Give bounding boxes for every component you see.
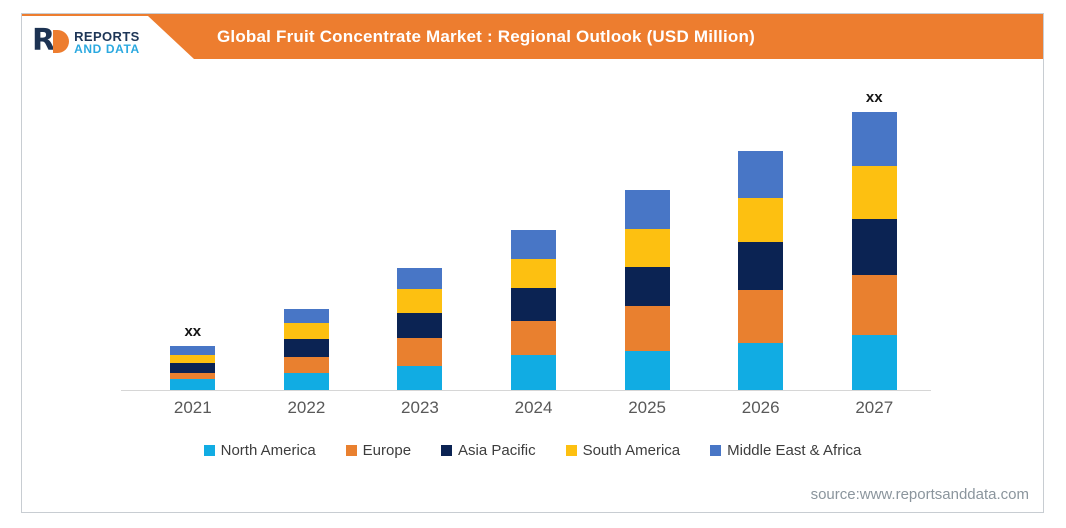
stacked-bar-2025 (624, 190, 670, 390)
x-axis-line (121, 390, 931, 391)
logo-wordmark-line1: REPORTS (74, 29, 140, 44)
segment-asia-pacific-2022 (283, 339, 329, 357)
x-axis-label-2026: 2026 (741, 398, 780, 417)
bar-slot-2026 (704, 90, 818, 390)
segment-south-america-2026 (738, 198, 784, 242)
segment-asia-pacific-2027 (851, 219, 897, 275)
title-banner: Global Fruit Concentrate Market : Region… (22, 14, 1043, 59)
segment-europe-2026 (738, 290, 784, 343)
legend-label-south-america: South America (582, 442, 681, 459)
segment-south-america-2021 (170, 355, 216, 363)
banner-background (22, 14, 1043, 59)
legend-item-middle-east-africa: Middle East & Africa (710, 442, 861, 459)
stacked-bar-2027 (851, 112, 897, 390)
x-axis-label-2022: 2022 (287, 398, 326, 417)
legend-swatch-asia-pacific (441, 445, 453, 456)
segment-europe-2022 (283, 357, 329, 373)
segment-south-america-2027 (851, 166, 897, 219)
x-axis-label-2025: 2025 (628, 398, 667, 417)
legend-label-middle-east-africa: Middle East & Africa (727, 442, 862, 459)
segment-south-america-2022 (283, 323, 329, 339)
segment-europe-2027 (851, 275, 897, 335)
segment-europe-2021 (170, 373, 216, 379)
segment-asia-pacific-2025 (624, 267, 670, 306)
legend-item-europe: Europe (345, 442, 412, 459)
segment-south-america-2025 (624, 229, 670, 267)
segment-south-america-2023 (397, 289, 443, 313)
segment-south-america-2024 (511, 259, 557, 288)
segment-north-america-2023 (397, 366, 443, 390)
segment-north-america-2026 (738, 343, 784, 390)
segment-middle-east-africa-2026 (738, 151, 784, 198)
stacked-bar-2023 (397, 268, 443, 390)
x-axis-label-2021: 2021 (173, 398, 212, 417)
segment-middle-east-africa-2021 (170, 346, 216, 355)
stacked-bar-2026 (738, 151, 784, 390)
bar-slot-2027: xx (817, 90, 931, 390)
legend-swatch-middle-east-africa (710, 445, 722, 456)
legend-swatch-north-america (203, 445, 215, 456)
legend-item-south-america: South America (565, 442, 681, 459)
segment-middle-east-africa-2025 (624, 190, 670, 229)
logo-letter-r: R (32, 23, 55, 58)
legend-label-europe: Europe (362, 442, 412, 459)
segment-asia-pacific-2026 (738, 242, 784, 290)
segment-north-america-2024 (511, 355, 557, 390)
segment-europe-2024 (511, 321, 557, 355)
x-axis-label-2024: 2024 (514, 398, 553, 417)
legend: North America Europe Asia Pacific South Ame… (22, 442, 1043, 459)
legend-swatch-south-america (565, 445, 577, 456)
bar-slot-2021: xx (136, 90, 250, 390)
stacked-bar-2024 (511, 230, 557, 390)
x-axis-labels: 2021 2022 2023 2024 2025 2026 2027 (136, 398, 931, 418)
legend-label-asia-pacific: Asia Pacific (458, 442, 536, 459)
legend-item-north-america: North America (203, 442, 316, 459)
x-axis-label-2023: 2023 (401, 398, 439, 417)
segment-europe-2025 (624, 306, 670, 351)
legend-item-asia-pacific: Asia Pacific (441, 442, 536, 459)
logo-wordmark-line2: AND DATA (74, 42, 140, 56)
segment-middle-east-africa-2024 (511, 230, 557, 259)
source-text: source:www.reportsanddata.com (810, 486, 1029, 503)
bar-slot-2025 (590, 90, 704, 390)
bar-value-label-2021: xx (184, 323, 202, 340)
segment-middle-east-africa-2027 (851, 112, 897, 166)
segment-north-america-2025 (624, 351, 670, 390)
chart-card: Global Fruit Concentrate Market : Region… (21, 13, 1044, 513)
segment-north-america-2027 (851, 335, 897, 390)
logo-wordmark: REPORTS AND DATA (74, 28, 140, 56)
stacked-bar-2021 (170, 346, 216, 390)
bar-value-label-2027: xx (865, 89, 883, 106)
reports-and-data-logo: R REPORTS AND DATA (32, 23, 140, 58)
bar-slot-2024 (477, 90, 591, 390)
legend-label-north-america: North America (220, 442, 316, 459)
bar-slot-2022 (250, 90, 364, 390)
segment-middle-east-africa-2022 (283, 309, 329, 323)
logo-letter-d-shape (53, 30, 70, 53)
plot-area: xx xx (136, 90, 931, 390)
segment-asia-pacific-2021 (170, 363, 216, 373)
segment-north-america-2022 (283, 373, 329, 390)
legend-swatch-europe (345, 445, 357, 456)
segment-asia-pacific-2023 (397, 313, 443, 338)
chart-title: Global Fruit Concentrate Market : Region… (217, 26, 755, 46)
x-axis-label-2027: 2027 (855, 398, 894, 417)
segment-europe-2023 (397, 338, 443, 366)
stacked-bar-2022 (283, 309, 329, 390)
bar-slot-2023 (363, 90, 477, 390)
segment-asia-pacific-2024 (511, 288, 557, 321)
segment-middle-east-africa-2023 (397, 268, 443, 289)
segment-north-america-2021 (170, 379, 216, 390)
